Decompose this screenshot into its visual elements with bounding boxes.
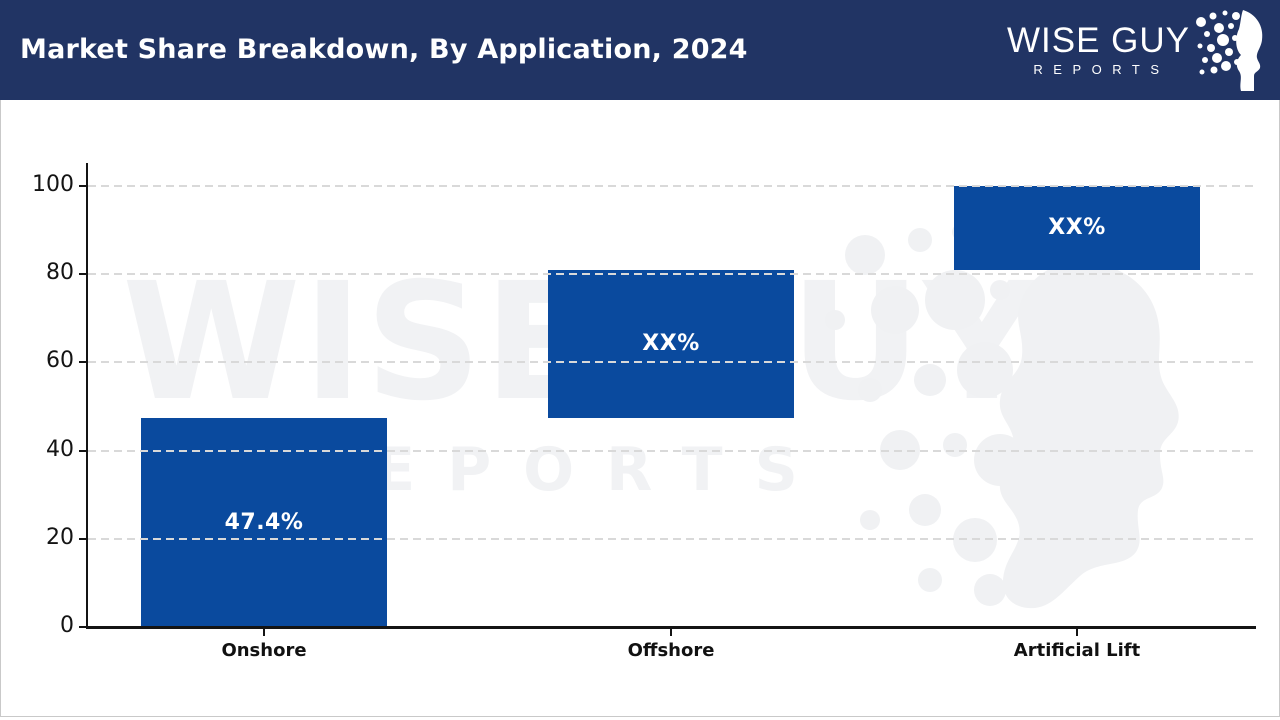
wiseguy-logo: WISE GUY REPORTS	[1007, 8, 1266, 92]
y-gridline	[88, 185, 1255, 187]
bar-artificial-lift	[954, 186, 1200, 270]
y-gridline	[88, 273, 1255, 276]
category-label-artificial-lift: Artificial Lift	[1013, 640, 1141, 661]
y-tick-label: 0	[60, 613, 74, 638]
category-label-onshore: Onshore	[221, 640, 307, 661]
wiseguy-face-icon	[1196, 10, 1263, 91]
x-tick-mark-artificial-lift	[1076, 627, 1078, 636]
y-tick-mark	[79, 537, 88, 540]
bar-onshore	[141, 417, 387, 627]
y-tick-label: 20	[46, 524, 74, 550]
y-gridline	[88, 361, 1255, 364]
card-border-bottom	[0, 716, 1280, 717]
bar-value-label-artificial-lift: XX%	[1048, 215, 1106, 241]
y-axis-line	[86, 163, 88, 629]
bar-offshore	[548, 269, 794, 418]
y-gridline	[88, 537, 1255, 540]
card-border-left	[0, 100, 1, 716]
y-tick-mark	[79, 449, 88, 452]
y-tick-mark	[79, 185, 88, 187]
y-tick-label: 100	[32, 172, 74, 197]
category-label-offshore: Offshore	[627, 640, 715, 661]
y-tick-mark	[79, 361, 88, 364]
logo-subtitle: REPORTS	[1033, 62, 1170, 78]
y-tick-mark	[79, 273, 88, 276]
watermark-face-icon	[825, 224, 1179, 609]
bar-value-label-offshore: XX%	[642, 331, 700, 357]
logo-wordmark: WISE GUY	[1006, 20, 1190, 60]
y-tick-label: 80	[46, 260, 74, 286]
bar-value-label-onshore: 47.4%	[224, 509, 304, 535]
x-tick-mark-offshore	[670, 627, 672, 636]
header-bar: Market Share Breakdown, By Application, …	[0, 0, 1280, 100]
y-tick-label: 60	[46, 348, 74, 374]
x-tick-mark-onshore	[263, 627, 265, 636]
y-tick-label: 40	[46, 436, 74, 462]
y-tick-mark	[79, 626, 88, 628]
wiseguy-logo-text: WISE GUY REPORTS	[1006, 20, 1190, 78]
page-title: Market Share Breakdown, By Application, …	[20, 34, 748, 65]
y-gridline	[88, 449, 1255, 452]
